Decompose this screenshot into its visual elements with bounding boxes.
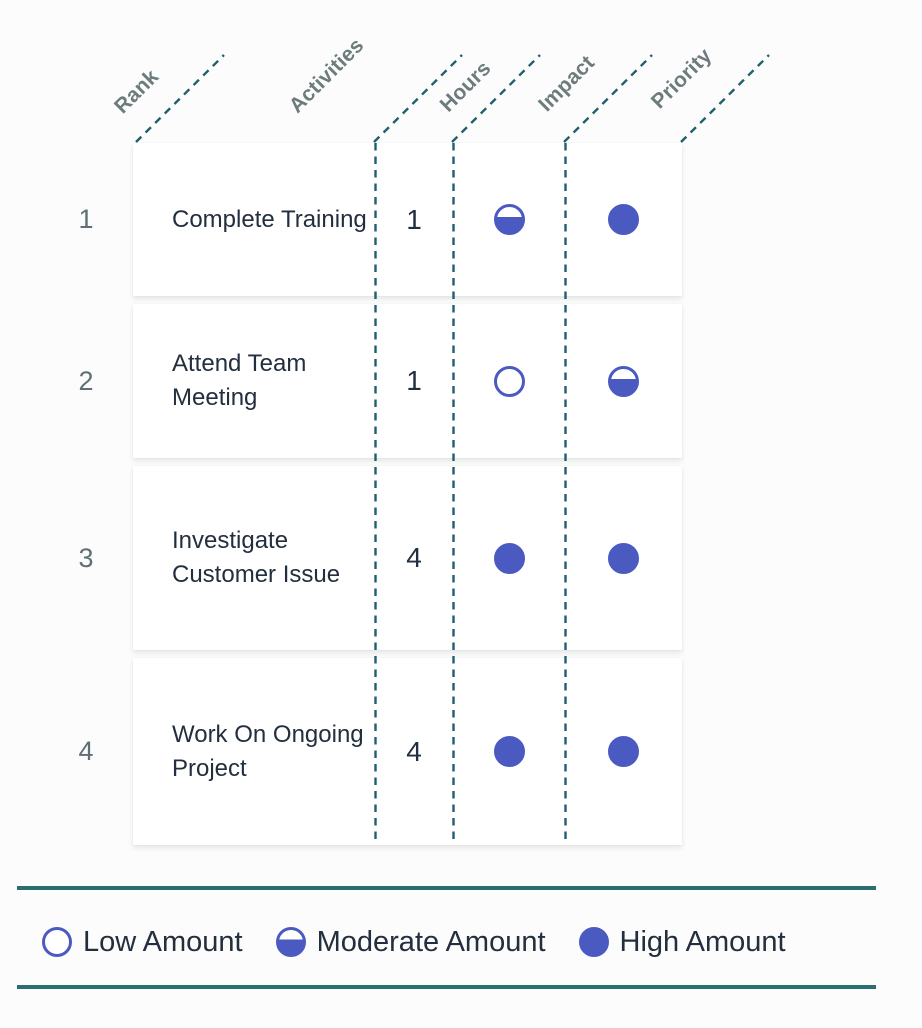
impact-indicator xyxy=(493,736,525,767)
hours-value: 4 xyxy=(406,542,422,573)
legend-label: High Amount xyxy=(619,925,786,958)
high-amount-icon xyxy=(578,927,609,957)
hours-value: 4 xyxy=(406,735,422,767)
impact-indicator xyxy=(493,365,525,397)
legend-divider-top xyxy=(17,886,876,890)
priority-indicator xyxy=(608,204,639,235)
activity-label: Work On Ongoing Project xyxy=(172,720,364,782)
activity-label: Complete Training xyxy=(172,205,367,233)
column-header-hours: Hours xyxy=(435,56,496,117)
impact-indicator xyxy=(493,542,525,574)
low-amount-icon xyxy=(42,927,72,957)
activity-label: Investigate Customer Issue xyxy=(172,527,341,588)
table-row: Investigate Customer Issue 4 xyxy=(133,466,682,650)
column-header-impact: Impact xyxy=(534,51,600,117)
column-header-priority: Priority xyxy=(646,43,717,114)
column-header-activities: Activities xyxy=(284,33,369,118)
column-header-rank: Rank xyxy=(110,65,164,119)
hours-value: 1 xyxy=(406,203,422,235)
activity-label: Attend Team Meeting xyxy=(172,350,307,411)
rank-value: 4 xyxy=(78,736,94,766)
impact-indicator xyxy=(493,204,525,235)
legend: Low Amount Moderate Amount High Amount xyxy=(42,924,786,960)
table-row: Complete Training 1 xyxy=(133,143,682,296)
rank-value: 3 xyxy=(78,542,94,573)
rank-value: 1 xyxy=(78,204,94,234)
legend-item-high: High Amount xyxy=(578,925,786,959)
table-row: Work On Ongoing Project 4 xyxy=(133,658,682,845)
legend-item-moderate: Moderate Amount xyxy=(275,925,546,959)
legend-item-low: Low Amount xyxy=(42,926,243,959)
hours-value: 1 xyxy=(406,365,422,396)
legend-divider-bottom xyxy=(17,985,876,989)
priority-indicator xyxy=(608,542,639,574)
rank-value: 2 xyxy=(78,365,94,396)
moderate-amount-icon xyxy=(275,927,306,957)
legend-label: Moderate Amount xyxy=(316,925,546,958)
legend-label: Low Amount xyxy=(83,925,243,958)
table-row: Attend Team Meeting 1 xyxy=(133,304,682,458)
priority-indicator xyxy=(608,365,639,397)
priority-indicator xyxy=(608,736,639,767)
